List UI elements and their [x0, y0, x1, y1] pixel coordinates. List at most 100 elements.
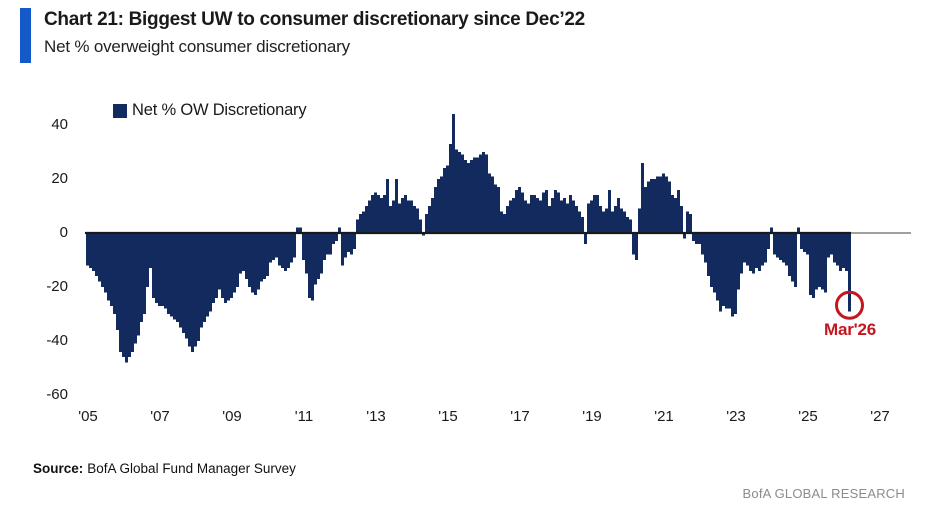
bar — [647, 181, 650, 233]
bar — [383, 195, 386, 233]
bar — [806, 233, 809, 255]
bar — [260, 233, 263, 282]
bar — [605, 208, 608, 233]
bar — [428, 206, 431, 233]
bar — [332, 233, 335, 244]
bar — [560, 200, 563, 233]
bar — [167, 233, 170, 314]
bar — [491, 176, 494, 233]
bar — [275, 233, 278, 258]
y-tick-label: 0 — [59, 224, 68, 241]
bar — [131, 233, 134, 352]
bar — [251, 233, 254, 293]
bar — [137, 233, 140, 336]
bar — [449, 143, 452, 233]
bar — [230, 233, 233, 298]
bar — [707, 233, 710, 277]
bar — [203, 233, 206, 323]
x-tick-label: '25 — [798, 408, 818, 425]
legend: Net % OW Discretionary — [113, 101, 307, 120]
bar — [179, 233, 182, 328]
source-line: Source: BofA Global Fund Manager Survey — [33, 461, 296, 476]
bar — [206, 233, 209, 317]
bar — [146, 233, 149, 287]
bar — [764, 233, 767, 263]
bar — [671, 195, 674, 233]
bar — [395, 179, 398, 233]
bar — [245, 233, 248, 279]
x-tick-label: '21 — [654, 408, 674, 425]
x-tick-label: '19 — [582, 408, 602, 425]
bar — [650, 179, 653, 233]
bar — [359, 214, 362, 233]
bar — [308, 233, 311, 298]
bar — [227, 233, 230, 301]
bar — [845, 233, 848, 271]
bar — [392, 200, 395, 233]
bar — [98, 233, 101, 282]
bar — [122, 233, 125, 358]
bar — [284, 233, 287, 271]
bar — [719, 233, 722, 312]
y-tick-label: 40 — [51, 116, 68, 133]
bar — [629, 219, 632, 233]
bar — [188, 233, 191, 347]
bar — [461, 154, 464, 233]
bar — [128, 233, 131, 358]
bar — [455, 149, 458, 233]
bar — [533, 195, 536, 233]
source-text: BofA Global Fund Manager Survey — [87, 461, 296, 476]
bar — [374, 192, 377, 233]
bar — [200, 233, 203, 328]
bar — [515, 189, 518, 233]
bar — [305, 233, 308, 274]
bar — [794, 233, 797, 287]
bar — [701, 233, 704, 255]
bar — [836, 233, 839, 266]
bar — [797, 227, 800, 233]
bar — [197, 233, 200, 341]
bar — [101, 233, 104, 287]
bar — [479, 154, 482, 233]
bar — [659, 176, 662, 233]
bar — [209, 233, 212, 312]
bar — [545, 189, 548, 233]
bar — [257, 233, 260, 290]
bar — [107, 233, 110, 301]
bar — [104, 233, 107, 293]
bar — [440, 176, 443, 233]
bar — [635, 233, 638, 260]
bar — [572, 200, 575, 233]
bar — [818, 233, 821, 287]
x-tick-label: '13 — [366, 408, 386, 425]
legend-label: Net % OW Discretionary — [132, 101, 307, 119]
bar — [767, 233, 770, 250]
bar — [224, 233, 227, 304]
bar — [158, 233, 161, 306]
bar — [398, 203, 401, 233]
bar — [611, 211, 614, 233]
bar — [368, 200, 371, 233]
bar — [278, 233, 281, 266]
bar — [215, 233, 218, 298]
bar — [473, 157, 476, 233]
bar — [554, 189, 557, 233]
bar — [542, 192, 545, 233]
bar — [443, 168, 446, 233]
bar — [488, 173, 491, 233]
bar — [464, 160, 467, 233]
bar — [452, 114, 455, 233]
bar — [425, 214, 428, 233]
bar — [803, 233, 806, 252]
bar — [290, 233, 293, 263]
bar — [755, 233, 758, 269]
bar — [590, 200, 593, 233]
bar — [482, 152, 485, 233]
chart-subtitle: Net % overweight consumer discretionary — [44, 37, 350, 56]
bar — [761, 233, 764, 266]
bar — [521, 192, 524, 233]
bar — [194, 233, 197, 347]
bar — [302, 233, 305, 260]
bar — [380, 197, 383, 233]
chart-title: Chart 21: Biggest UW to consumer discret… — [44, 9, 585, 30]
